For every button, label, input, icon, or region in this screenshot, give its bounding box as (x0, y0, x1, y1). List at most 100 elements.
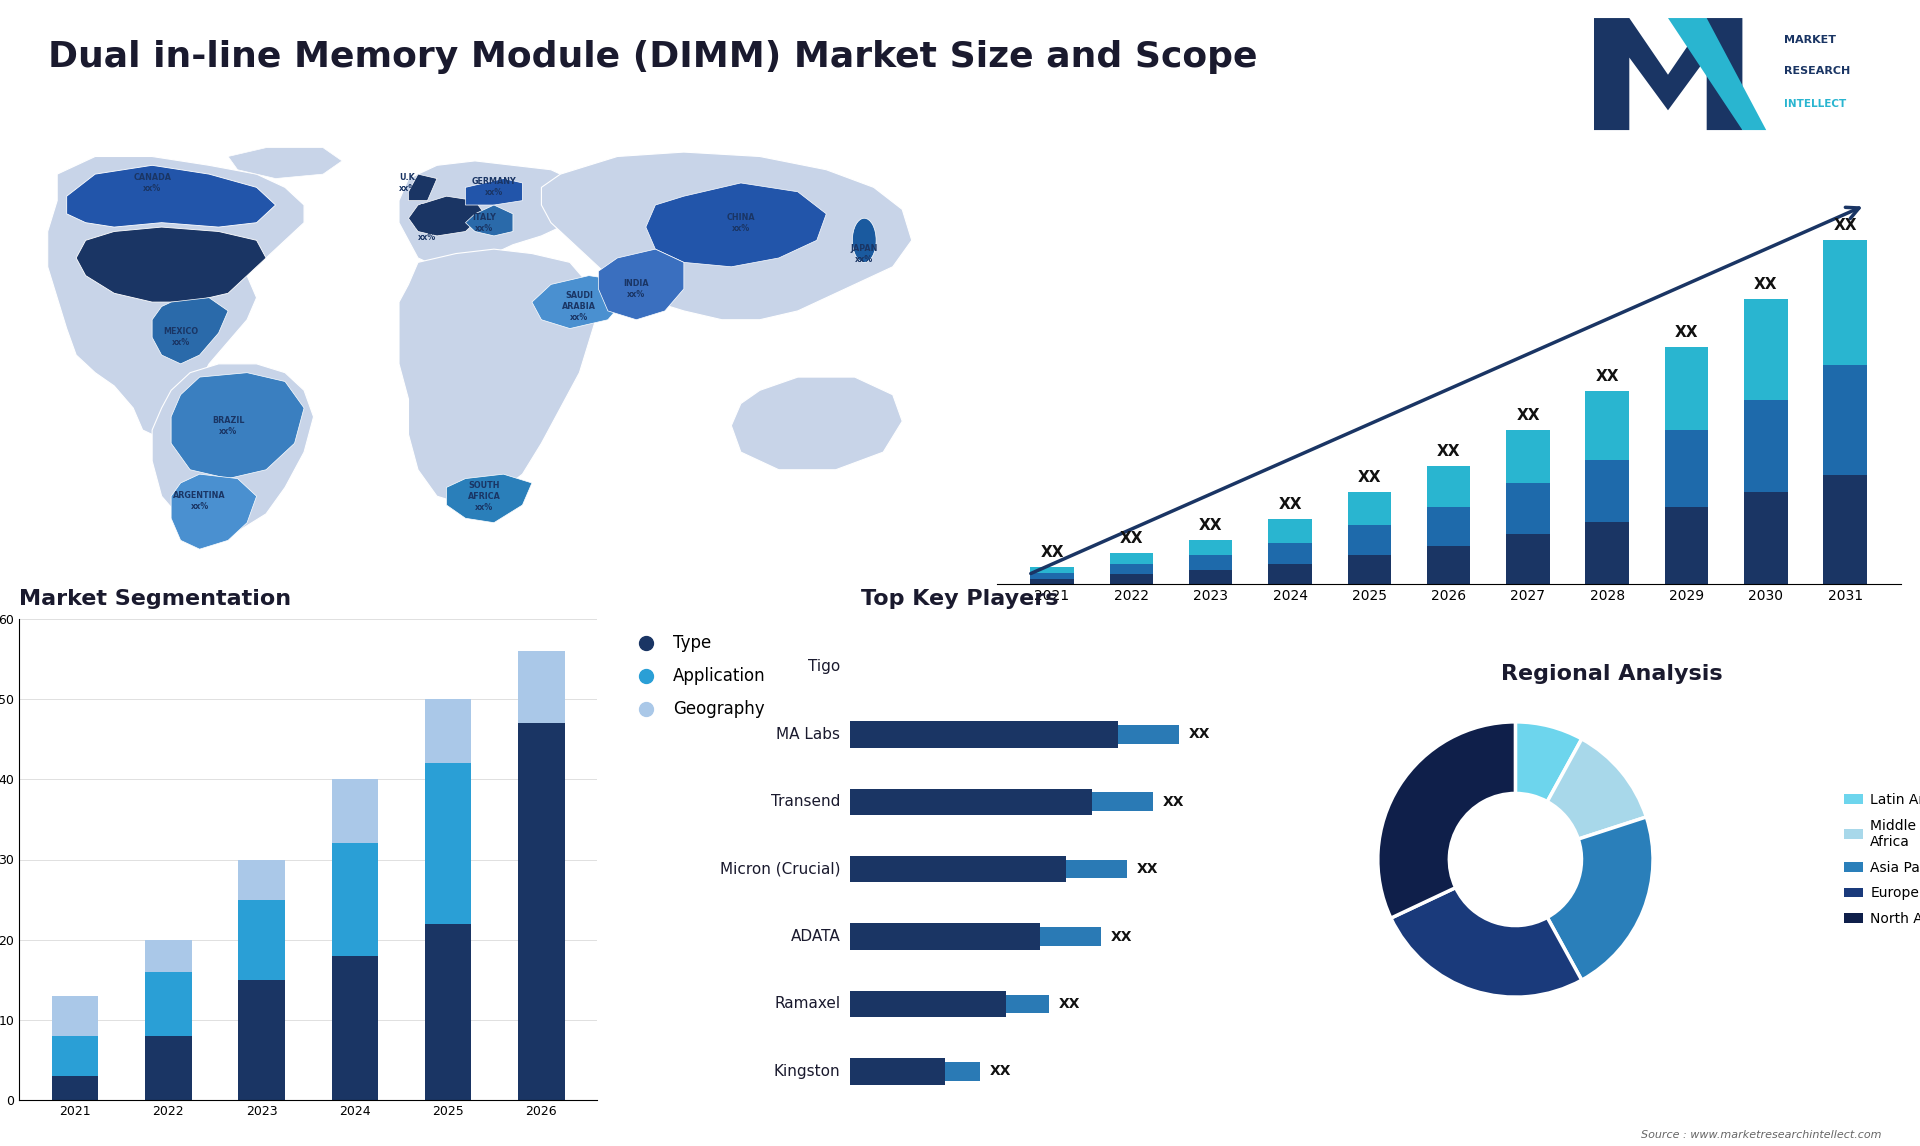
Wedge shape (1548, 739, 1645, 839)
Bar (1505, 484, 1549, 534)
Bar (332, 956, 378, 1100)
Polygon shape (67, 165, 276, 227)
Bar (332, 779, 378, 843)
Bar (424, 763, 472, 924)
Bar (1427, 508, 1471, 545)
Text: XX: XX (1357, 471, 1380, 486)
Bar (1269, 564, 1311, 584)
Text: INDIA
xx%: INDIA xx% (624, 278, 649, 299)
Legend: Type, Application, Geography: Type, Application, Geography (622, 627, 772, 724)
Ellipse shape (852, 218, 876, 262)
Text: Micron (Crucial): Micron (Crucial) (720, 862, 841, 877)
Text: XX: XX (1060, 997, 1081, 1011)
Text: Tigo: Tigo (808, 659, 841, 675)
Bar (1348, 493, 1392, 525)
Title: Top Key Players: Top Key Players (862, 589, 1058, 609)
Polygon shape (228, 148, 342, 179)
FancyBboxPatch shape (851, 924, 1041, 950)
Text: XX: XX (1188, 728, 1210, 741)
Text: XX: XX (991, 1065, 1012, 1078)
Text: XX: XX (1137, 862, 1158, 877)
Bar (238, 900, 284, 980)
Text: CHINA
xx%: CHINA xx% (726, 213, 755, 233)
Polygon shape (48, 157, 303, 439)
Polygon shape (541, 152, 912, 320)
Text: SPAIN
xx%: SPAIN xx% (415, 221, 442, 242)
Text: INTELLECT: INTELLECT (1784, 99, 1847, 109)
Text: SAUDI
ARABIA
xx%: SAUDI ARABIA xx% (563, 291, 597, 322)
Text: Transend: Transend (772, 794, 841, 809)
Bar (424, 924, 472, 1100)
Text: ARGENTINA
xx%: ARGENTINA xx% (173, 490, 227, 511)
Bar (1427, 545, 1471, 584)
Wedge shape (1515, 722, 1582, 801)
Bar (332, 843, 378, 956)
Text: RESEARCH: RESEARCH (1784, 65, 1851, 76)
Text: XX: XX (1279, 497, 1302, 512)
FancyBboxPatch shape (1066, 860, 1127, 878)
Wedge shape (1379, 722, 1515, 918)
Bar (146, 1036, 192, 1100)
Polygon shape (532, 276, 628, 329)
Bar (1824, 240, 1866, 364)
Wedge shape (1548, 817, 1653, 980)
Bar (1586, 523, 1628, 584)
Polygon shape (399, 160, 589, 272)
Bar (1031, 566, 1073, 573)
Polygon shape (171, 372, 303, 479)
Bar (1505, 430, 1549, 484)
Text: BRAZIL
xx%: BRAZIL xx% (211, 416, 244, 435)
Bar (1110, 564, 1154, 574)
Bar (1188, 570, 1233, 584)
Polygon shape (447, 474, 532, 523)
Bar (1665, 430, 1709, 508)
Polygon shape (732, 377, 902, 470)
Polygon shape (465, 179, 522, 205)
Bar (52, 1076, 98, 1100)
Bar (1348, 525, 1392, 555)
Bar (52, 1036, 98, 1076)
Text: GERMANY
xx%: GERMANY xx% (472, 178, 516, 197)
Polygon shape (1594, 18, 1743, 131)
Polygon shape (1668, 18, 1766, 131)
Bar (1665, 508, 1709, 584)
Bar (1743, 400, 1788, 493)
Polygon shape (77, 227, 267, 303)
Text: XX: XX (1834, 218, 1857, 233)
Text: ADATA: ADATA (791, 929, 841, 944)
Bar (1188, 540, 1233, 555)
Bar (1665, 347, 1709, 430)
FancyBboxPatch shape (851, 1058, 945, 1084)
Polygon shape (171, 474, 257, 549)
Polygon shape (645, 183, 826, 267)
Text: U.K.
xx%: U.K. xx% (399, 173, 419, 193)
Bar (52, 996, 98, 1036)
Polygon shape (409, 196, 484, 236)
Circle shape (1450, 793, 1582, 926)
Bar (1586, 460, 1628, 523)
Bar (1505, 534, 1549, 584)
Text: XX: XX (1041, 544, 1064, 559)
Bar (1110, 554, 1154, 564)
Bar (1188, 555, 1233, 570)
FancyBboxPatch shape (1041, 927, 1100, 945)
Polygon shape (599, 249, 684, 320)
FancyBboxPatch shape (1006, 995, 1048, 1013)
Text: Source : www.marketresearchintellect.com: Source : www.marketresearchintellect.com (1642, 1130, 1882, 1140)
Polygon shape (399, 249, 599, 505)
Text: MARKET: MARKET (1784, 36, 1836, 46)
FancyBboxPatch shape (851, 788, 1092, 815)
Bar (1824, 364, 1866, 474)
Text: MA Labs: MA Labs (776, 727, 841, 741)
Polygon shape (152, 298, 228, 364)
Text: XX: XX (1755, 277, 1778, 292)
Text: XX: XX (1164, 794, 1185, 809)
Text: CANADA
xx%: CANADA xx% (132, 173, 171, 193)
Text: U.S.
xx%: U.S. xx% (152, 248, 171, 268)
FancyBboxPatch shape (851, 721, 1117, 747)
FancyBboxPatch shape (851, 856, 1066, 882)
Bar (1348, 555, 1392, 584)
Text: XX: XX (1119, 532, 1142, 547)
Bar (1586, 391, 1628, 460)
Text: Market Segmentation: Market Segmentation (19, 589, 292, 609)
